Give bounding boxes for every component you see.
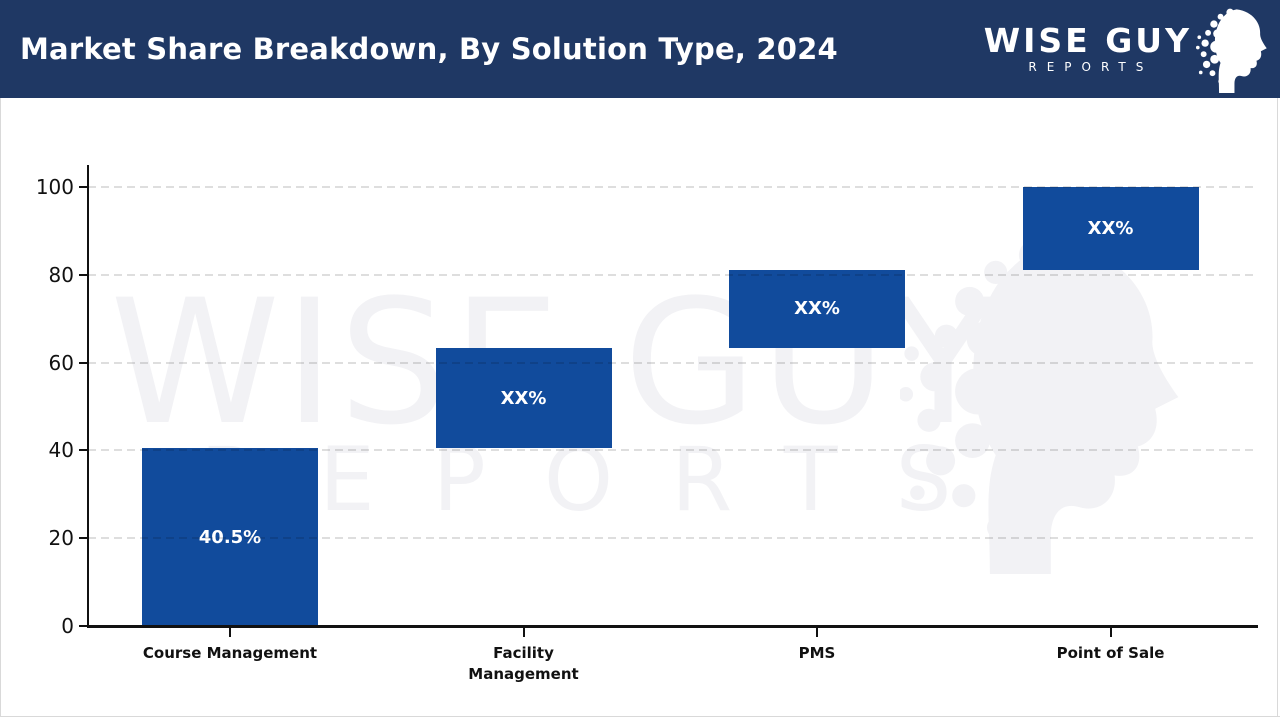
bar-value-label-facility-management: XX%: [500, 387, 547, 409]
brand-text: WISE GUY REPORTS: [983, 21, 1192, 75]
y-tick-label-100: 100: [35, 175, 74, 199]
y-tick-label-0: 0: [61, 614, 74, 638]
bar-point-of-sale: XX%: [1022, 187, 1199, 270]
gridline-20: [88, 537, 1258, 540]
brand-logo: WISE GUY REPORTS: [984, 4, 1272, 94]
y-tick-20: [79, 537, 87, 540]
y-tick-0: [79, 625, 87, 627]
frame-border-left: [0, 98, 1, 716]
bar-value-label-course-management: 40.5%: [198, 526, 262, 548]
brand-subtitle: REPORTS: [1028, 60, 1154, 74]
gridline-60: [88, 361, 1258, 364]
gridline-80: [88, 273, 1258, 276]
y-tick-100: [79, 186, 87, 188]
y-tick-label-60: 60: [48, 350, 74, 375]
y-tick-40: [79, 449, 87, 452]
plot-area: 40.5% XX% XX% XX% 0 20 40 60 80 100 Course Manag…: [0, 98, 1280, 720]
x-axis-spine: [87, 625, 1258, 628]
watermark-face-icon: [900, 240, 1179, 574]
y-tick-80: [79, 273, 87, 276]
bar-pms: XX%: [729, 269, 905, 349]
x-tick-label-course-management: Course Management: [142, 644, 318, 662]
x-tick-pms: [816, 628, 818, 637]
y-tick-label-80: 80: [48, 262, 74, 287]
x-tick-label-pms: PMS: [798, 644, 836, 662]
bar-value-label-point-of-sale: XX%: [1087, 217, 1134, 239]
x-tick-facility-management: [522, 628, 525, 637]
frame-border-right: [1277, 98, 1278, 716]
gridline-40: [88, 449, 1258, 452]
x-tick-point-of-sale: [1109, 628, 1112, 637]
x-tick-label-facility-management: Facility Management: [468, 644, 579, 683]
wise-guy-face-icon: [1195, 8, 1267, 93]
y-axis-spine: [87, 165, 89, 628]
y-tick-60: [79, 361, 87, 364]
gridline-100: [88, 186, 1258, 188]
bar-value-label-pms: XX%: [794, 298, 840, 320]
bar-facility-management: XX%: [435, 348, 612, 449]
x-tick-course-management: [229, 628, 231, 637]
y-tick-label-40: 40: [48, 438, 74, 463]
y-tick-label-20: 20: [48, 526, 74, 551]
frame-border-bottom: [0, 716, 1280, 717]
bar-course-management: 40.5%: [142, 448, 318, 626]
brand-name: WISE GUY: [983, 21, 1192, 60]
page-title: Market Share Breakdown, By Solution Type…: [20, 32, 838, 66]
header-bar: Market Share Breakdown, By Solution Type…: [0, 0, 1280, 98]
x-tick-label-point-of-sale: Point of Sale: [1056, 644, 1165, 662]
